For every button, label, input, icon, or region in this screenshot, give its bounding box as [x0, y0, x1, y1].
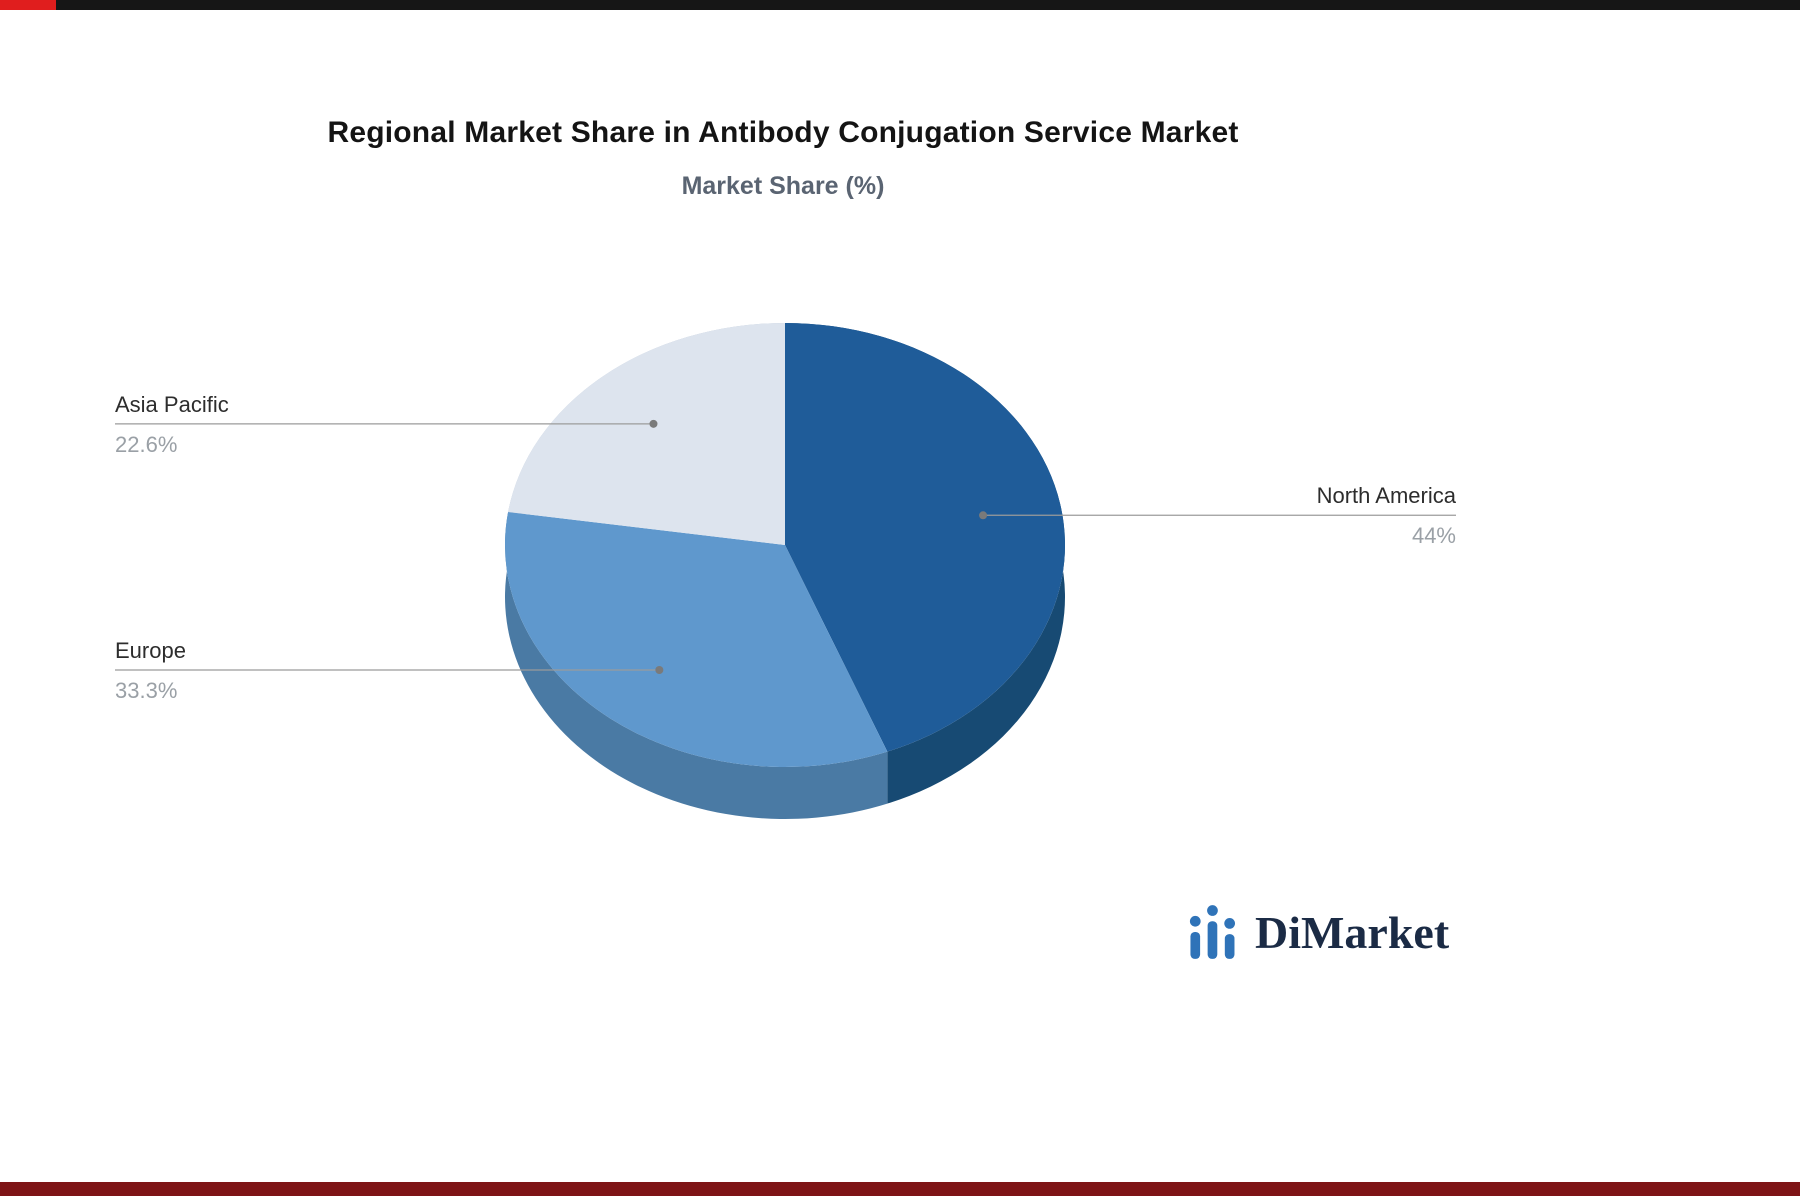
- leader-dot: [649, 419, 658, 428]
- slice-value: 33.3%: [115, 677, 178, 703]
- pie-slice: [508, 323, 785, 545]
- slice-label: North America: [1316, 483, 1456, 509]
- pie-slices-layer: [505, 323, 1066, 768]
- slice-value: 44%: [1411, 523, 1456, 549]
- callout-asia-pacific: Asia Pacific 22.6%: [115, 391, 229, 459]
- slice-label: Europe: [115, 637, 186, 663]
- pie-slice: [785, 323, 1066, 752]
- chart-subtitle: Market Share (%): [681, 172, 885, 200]
- brand-logo-text: DiMarket: [1255, 906, 1450, 958]
- slice-label: Asia Pacific: [115, 391, 229, 417]
- top-border-strip: [0, 0, 1800, 10]
- bar-chart-dots-icon: [1189, 905, 1236, 959]
- pie-slice-depth: [505, 511, 888, 819]
- callout-europe: Europe 33.3%: [115, 637, 186, 705]
- title-block: Regional Market Share in Antibody Conjug…: [0, 116, 1566, 201]
- bottom-border-strip: [0, 1182, 1800, 1196]
- chart-title: Regional Market Share in Antibody Conjug…: [327, 116, 1239, 149]
- callout-north-america: North America 44%: [1317, 482, 1456, 550]
- leader-dot: [655, 665, 664, 674]
- leader-lines-layer: [115, 419, 1456, 674]
- slice-value: 22.6%: [115, 431, 178, 457]
- brand-logo: DiMarket: [1185, 903, 1449, 961]
- pie-slice: [505, 511, 888, 768]
- leader-dot: [979, 511, 988, 520]
- top-border-red-segment: [0, 0, 56, 10]
